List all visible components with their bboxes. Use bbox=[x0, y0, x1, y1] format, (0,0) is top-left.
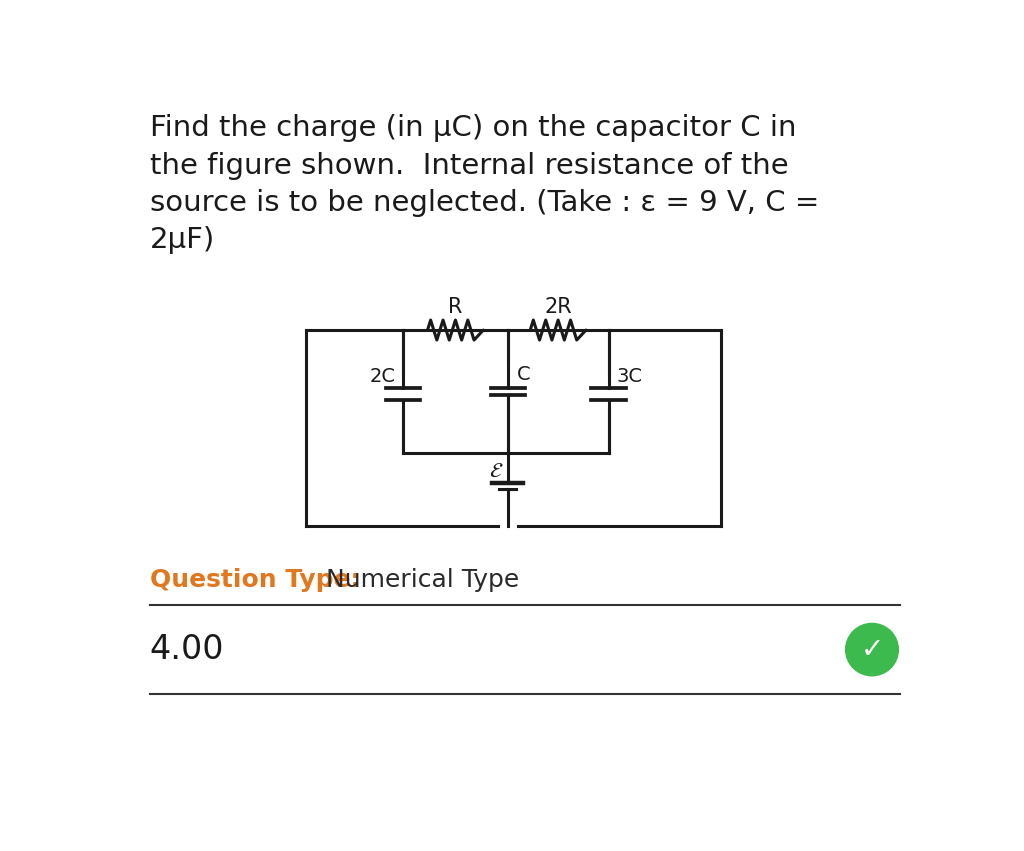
Circle shape bbox=[846, 624, 898, 676]
Text: Numerical Type: Numerical Type bbox=[317, 568, 519, 592]
Text: Find the charge (in μC) on the capacitor C in
the figure shown.  Internal resist: Find the charge (in μC) on the capacitor… bbox=[150, 114, 819, 254]
Text: $\mathcal{E}$: $\mathcal{E}$ bbox=[489, 461, 504, 482]
Text: C: C bbox=[517, 365, 531, 384]
Text: 3C: 3C bbox=[616, 367, 642, 386]
Text: 2C: 2C bbox=[370, 367, 395, 386]
Text: ✓: ✓ bbox=[860, 636, 884, 664]
Text: R: R bbox=[449, 297, 463, 317]
Text: 4.00: 4.00 bbox=[150, 633, 224, 666]
Text: 2R: 2R bbox=[545, 297, 572, 317]
Text: Question Type:: Question Type: bbox=[150, 568, 360, 592]
